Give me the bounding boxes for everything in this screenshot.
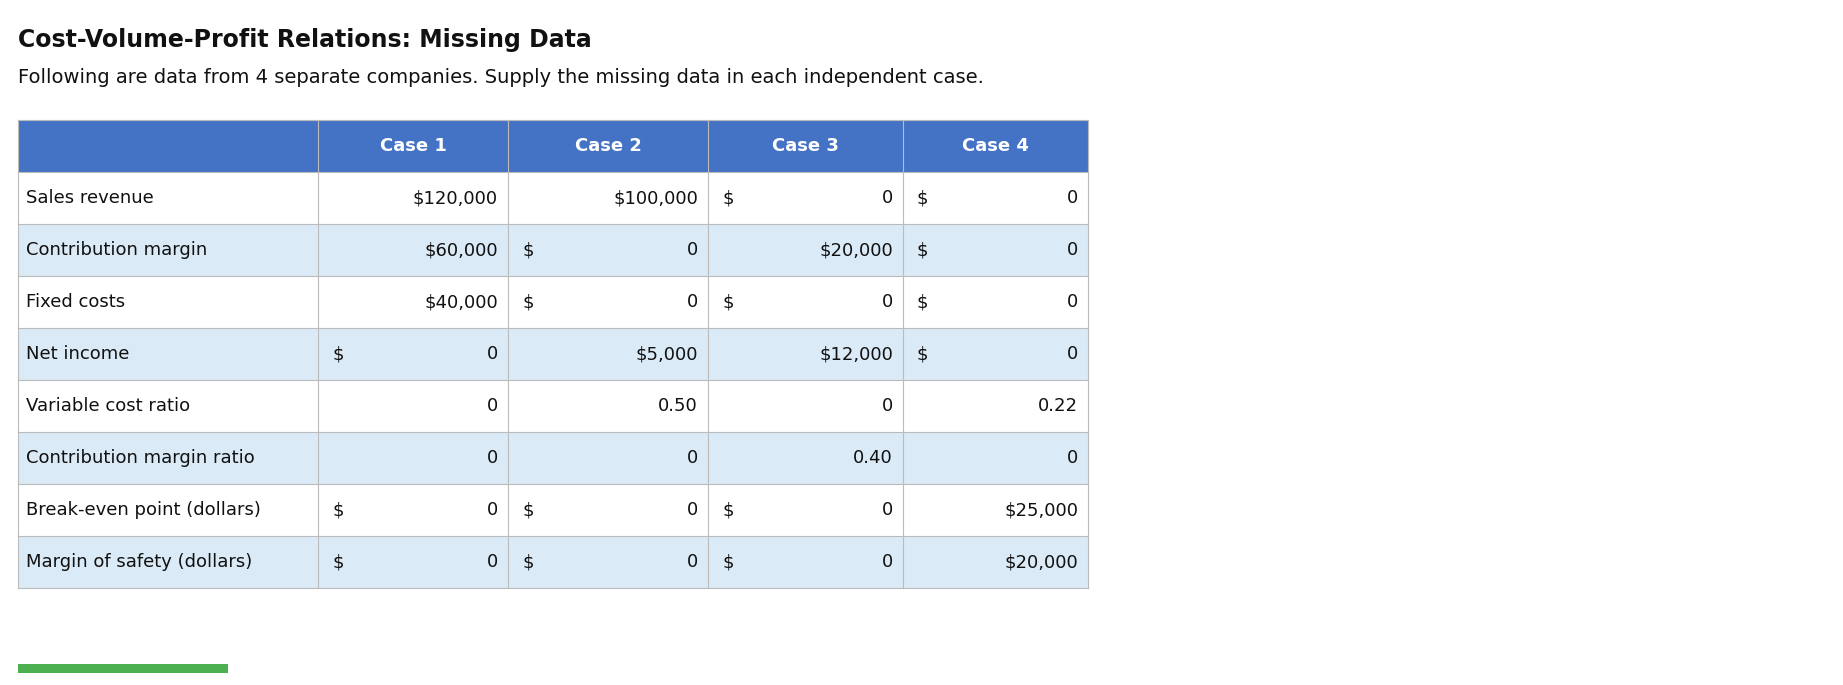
Text: Contribution margin ratio: Contribution margin ratio bbox=[26, 449, 254, 467]
Text: Margin of safety (dollars): Margin of safety (dollars) bbox=[26, 553, 252, 571]
Bar bbox=[18, 120, 1087, 172]
Text: Break-even point (dollars): Break-even point (dollars) bbox=[26, 501, 262, 519]
Text: 0: 0 bbox=[881, 501, 894, 519]
Bar bbox=[18, 536, 1087, 588]
Text: $: $ bbox=[918, 345, 929, 363]
Text: $: $ bbox=[522, 553, 533, 571]
Text: $: $ bbox=[722, 293, 734, 311]
Text: $5,000: $5,000 bbox=[636, 345, 698, 363]
Text: 0.50: 0.50 bbox=[658, 397, 698, 415]
Text: $25,000: $25,000 bbox=[1004, 501, 1078, 519]
Text: 0: 0 bbox=[881, 293, 894, 311]
Bar bbox=[18, 328, 1087, 380]
Text: $: $ bbox=[332, 345, 343, 363]
Text: $: $ bbox=[918, 241, 929, 259]
Text: Variable cost ratio: Variable cost ratio bbox=[26, 397, 190, 415]
Text: $: $ bbox=[332, 501, 343, 519]
Text: 0: 0 bbox=[1067, 241, 1078, 259]
Text: Net income: Net income bbox=[26, 345, 129, 363]
Text: $: $ bbox=[722, 553, 734, 571]
Text: 0: 0 bbox=[1067, 449, 1078, 467]
Text: $40,000: $40,000 bbox=[424, 293, 498, 311]
Text: $20,000: $20,000 bbox=[820, 241, 894, 259]
Text: 0: 0 bbox=[487, 345, 498, 363]
Text: $: $ bbox=[522, 293, 533, 311]
Text: 0: 0 bbox=[687, 449, 698, 467]
Bar bbox=[18, 276, 1087, 328]
Bar bbox=[18, 224, 1087, 276]
Text: Case 4: Case 4 bbox=[962, 137, 1028, 155]
Text: $: $ bbox=[918, 293, 929, 311]
Bar bbox=[18, 484, 1087, 536]
Text: $12,000: $12,000 bbox=[818, 345, 894, 363]
Text: 0: 0 bbox=[687, 553, 698, 571]
Text: 0: 0 bbox=[881, 189, 894, 207]
Text: 0.22: 0.22 bbox=[1038, 397, 1078, 415]
Text: 0: 0 bbox=[487, 449, 498, 467]
Bar bbox=[18, 380, 1087, 432]
Text: $: $ bbox=[522, 241, 533, 259]
Text: Case 3: Case 3 bbox=[772, 137, 839, 155]
Text: 0: 0 bbox=[687, 241, 698, 259]
Text: $: $ bbox=[522, 501, 533, 519]
Text: $120,000: $120,000 bbox=[413, 189, 498, 207]
Text: $: $ bbox=[722, 501, 734, 519]
Text: 0.40: 0.40 bbox=[853, 449, 894, 467]
Text: 0: 0 bbox=[487, 553, 498, 571]
Text: $: $ bbox=[722, 189, 734, 207]
Text: Cost-Volume-Profit Relations: Missing Data: Cost-Volume-Profit Relations: Missing Da… bbox=[18, 28, 592, 52]
Text: Case 2: Case 2 bbox=[575, 137, 641, 155]
Text: 0: 0 bbox=[687, 501, 698, 519]
Text: 0: 0 bbox=[487, 501, 498, 519]
Text: 0: 0 bbox=[881, 553, 894, 571]
Text: $20,000: $20,000 bbox=[1004, 553, 1078, 571]
Bar bbox=[18, 172, 1087, 224]
Text: $: $ bbox=[332, 553, 343, 571]
Text: 0: 0 bbox=[687, 293, 698, 311]
Text: $100,000: $100,000 bbox=[614, 189, 698, 207]
Bar bbox=[18, 432, 1087, 484]
Text: $60,000: $60,000 bbox=[424, 241, 498, 259]
Text: Sales revenue: Sales revenue bbox=[26, 189, 153, 207]
Text: 0: 0 bbox=[1067, 189, 1078, 207]
Text: 0: 0 bbox=[487, 397, 498, 415]
Bar bbox=[18, 664, 229, 673]
Text: 0: 0 bbox=[1067, 293, 1078, 311]
Text: $: $ bbox=[918, 189, 929, 207]
Text: Fixed costs: Fixed costs bbox=[26, 293, 125, 311]
Text: Contribution margin: Contribution margin bbox=[26, 241, 206, 259]
Text: 0: 0 bbox=[881, 397, 894, 415]
Text: Following are data from 4 separate companies. Supply the missing data in each in: Following are data from 4 separate compa… bbox=[18, 68, 984, 87]
Text: Case 1: Case 1 bbox=[380, 137, 446, 155]
Text: 0: 0 bbox=[1067, 345, 1078, 363]
